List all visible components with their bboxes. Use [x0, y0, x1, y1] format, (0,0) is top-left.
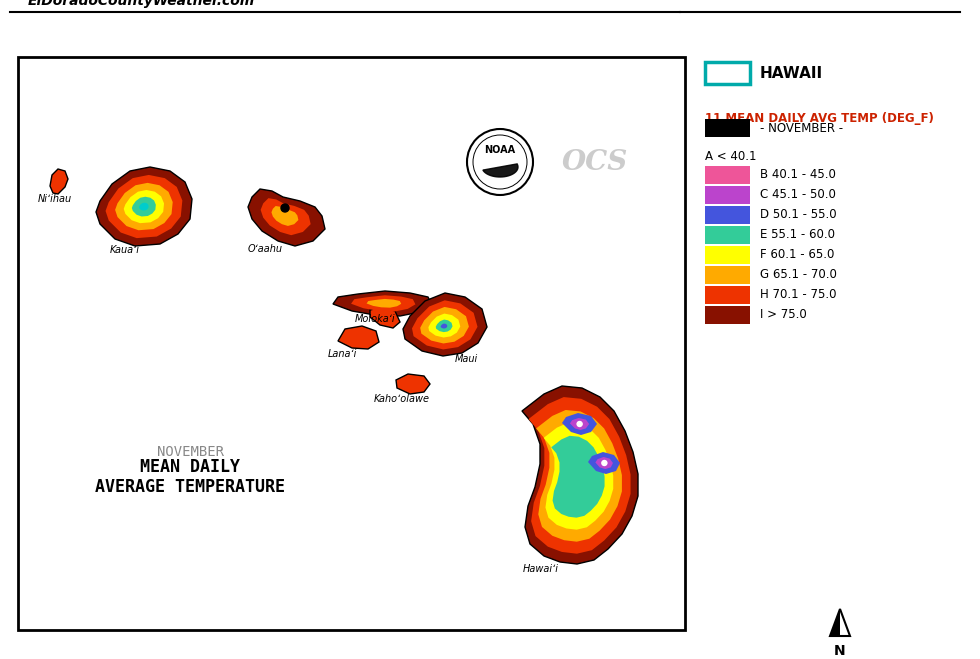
Polygon shape [588, 452, 620, 474]
Polygon shape [96, 167, 192, 246]
Text: G 65.1 - 70.0: G 65.1 - 70.0 [760, 268, 837, 281]
Polygon shape [412, 301, 477, 349]
Polygon shape [420, 307, 468, 343]
Bar [705, 306, 750, 324]
Circle shape [602, 461, 607, 465]
Text: OCS: OCS [562, 148, 628, 175]
Text: A < 40.1: A < 40.1 [705, 150, 757, 163]
Polygon shape [483, 164, 518, 177]
Text: N: N [834, 644, 846, 658]
Bar [705, 186, 750, 204]
Circle shape [577, 422, 582, 426]
Polygon shape [106, 175, 182, 238]
Text: Hawaiʻi: Hawaiʻi [523, 564, 559, 574]
Polygon shape [139, 203, 149, 211]
Polygon shape [576, 422, 583, 426]
Text: - NOVEMBER -: - NOVEMBER - [760, 121, 843, 134]
Polygon shape [333, 291, 432, 316]
Polygon shape [544, 423, 613, 530]
Text: H 70.1 - 75.0: H 70.1 - 75.0 [760, 289, 837, 302]
Text: D 50.1 - 55.0: D 50.1 - 55.0 [760, 208, 837, 221]
Text: MEAN DAILY: MEAN DAILY [140, 458, 240, 476]
Circle shape [473, 135, 527, 189]
Polygon shape [370, 307, 400, 328]
Polygon shape [50, 169, 68, 194]
Polygon shape [396, 374, 430, 394]
Polygon shape [428, 314, 461, 337]
Polygon shape [522, 386, 638, 564]
Polygon shape [562, 413, 597, 435]
Bar [705, 119, 750, 137]
Circle shape [281, 204, 289, 212]
Polygon shape [248, 189, 325, 246]
Bar [18, 57, 685, 630]
Polygon shape [596, 457, 612, 469]
Text: HAWAII: HAWAII [760, 65, 823, 80]
Text: Lanaʻi: Lanaʻi [328, 349, 358, 359]
Text: Niʻihau: Niʻihau [38, 194, 73, 204]
Text: F 60.1 - 65.0: F 60.1 - 65.0 [760, 248, 834, 262]
Polygon shape [601, 461, 608, 465]
Polygon shape [261, 198, 311, 235]
Polygon shape [403, 293, 487, 356]
Text: B 40.1 - 45.0: B 40.1 - 45.0 [760, 169, 836, 181]
Text: AVERAGE TEMPERATURE: AVERAGE TEMPERATURE [95, 478, 285, 496]
Text: 11 MEAN DAILY AVG TEMP (DEG_F): 11 MEAN DAILY AVG TEMP (DEG_F) [705, 112, 934, 125]
Polygon shape [441, 324, 447, 329]
Text: I > 75.0: I > 75.0 [760, 308, 807, 322]
Polygon shape [528, 397, 630, 554]
Polygon shape [271, 206, 298, 226]
Polygon shape [351, 295, 416, 312]
Polygon shape [830, 609, 840, 636]
Polygon shape [132, 197, 156, 217]
Text: Oʻaahu: Oʻaahu [248, 244, 283, 254]
Bar [705, 246, 750, 264]
Text: C 45.1 - 50.0: C 45.1 - 50.0 [760, 188, 836, 202]
Polygon shape [338, 326, 379, 349]
Bar [705, 166, 750, 184]
Circle shape [467, 129, 533, 195]
Polygon shape [551, 436, 605, 518]
Polygon shape [536, 410, 622, 542]
Bar [705, 286, 750, 304]
Bar [705, 62, 750, 84]
Text: ElDoradoCountyWeather.com: ElDoradoCountyWeather.com [28, 0, 255, 8]
Bar [705, 266, 750, 284]
Text: Kauaʻi: Kauaʻi [110, 245, 140, 255]
Text: NOAA: NOAA [484, 145, 515, 155]
Text: Maui: Maui [455, 354, 478, 364]
Text: Molokaʻi: Molokaʻi [355, 314, 396, 324]
Text: E 55.1 - 60.0: E 55.1 - 60.0 [760, 229, 835, 241]
Polygon shape [367, 299, 401, 308]
Bar [705, 206, 750, 224]
Text: NOVEMBER: NOVEMBER [157, 445, 223, 459]
Polygon shape [123, 190, 164, 223]
Polygon shape [436, 320, 453, 332]
Bar [705, 226, 750, 244]
Text: Kahoʻolawe: Kahoʻolawe [374, 394, 430, 404]
Polygon shape [115, 183, 172, 230]
Polygon shape [570, 418, 589, 430]
